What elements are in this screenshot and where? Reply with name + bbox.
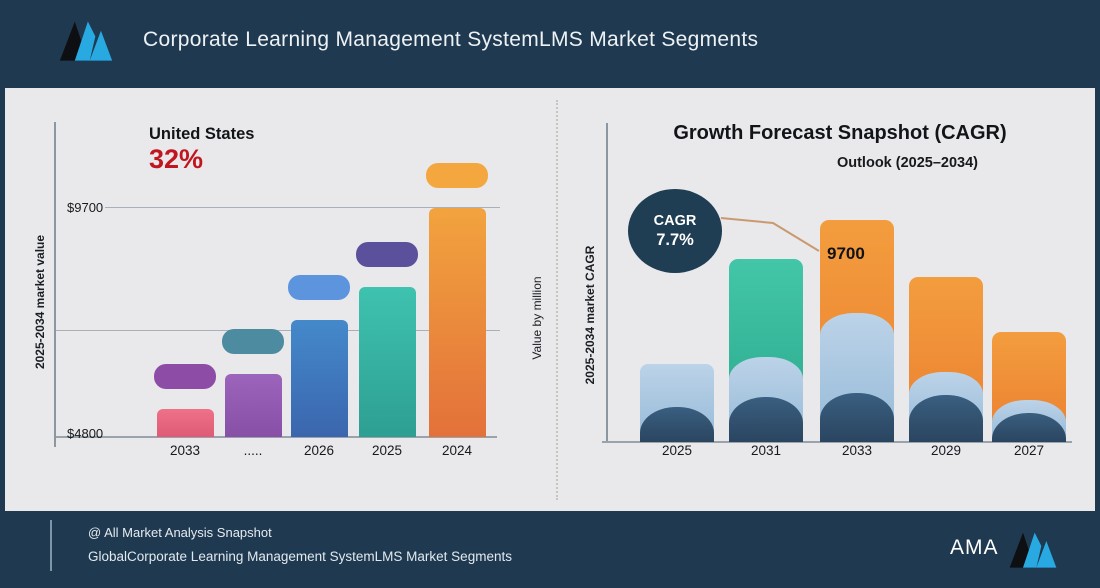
x-tick-label: 2031	[750, 443, 782, 458]
right-x-axis-line	[602, 441, 1072, 443]
bar-data-label: 9700	[827, 244, 865, 263]
left-y-tick-4800: $4800	[67, 426, 104, 441]
panel-divider	[556, 100, 558, 500]
bar-2033	[156, 409, 214, 437]
bar-cap-.....	[222, 329, 284, 354]
footer-brand-text: AMA	[950, 536, 999, 559]
bar-base-2031	[729, 397, 803, 442]
right-y-axis-label: 2025-2034 market CAGR	[583, 245, 597, 385]
x-tick-label: 2033	[169, 443, 201, 458]
left-y-axis-line	[54, 122, 56, 447]
left-gridline-top	[105, 207, 500, 208]
bar-2024	[428, 208, 486, 437]
footer-credit: @ All Market Analysis Snapshot	[88, 525, 272, 540]
right-chart-subtitle: Outlook (2025–2034)	[836, 155, 979, 171]
ama-logo-icon	[1009, 532, 1057, 568]
bar-2026	[290, 320, 348, 437]
x-tick-label: 2026	[303, 443, 335, 458]
footer-divider	[50, 520, 52, 571]
cagr-badge-label: CAGR	[653, 212, 697, 229]
x-tick-label: 2025	[661, 443, 693, 458]
x-tick-label: 2033	[841, 443, 873, 458]
x-tick-label: 2029	[930, 443, 962, 458]
left-chart-annotation: 32%	[149, 144, 204, 174]
bar-cap-2026	[288, 275, 350, 300]
cagr-badge: CAGR 7.7%	[628, 189, 722, 273]
x-tick-label: 2027	[1013, 443, 1045, 458]
bar-2025	[358, 287, 416, 437]
cagr-connector-line	[720, 217, 820, 252]
bar-.....	[224, 374, 282, 437]
header-bar: Corporate Learning Management SystemLMS …	[0, 0, 1100, 88]
left-y-tick-9700: $9700	[67, 200, 104, 215]
ama-logo-icon	[59, 21, 113, 61]
chart-canvas: $9700 $4800 United States 32% 2025-2034 …	[5, 88, 1095, 511]
page-title: Corporate Learning Management SystemLMS …	[143, 28, 759, 51]
bar-base-2025	[640, 407, 714, 442]
bar-cap-2025	[356, 242, 418, 267]
left-secondary-axis-label: Value by million	[530, 276, 544, 360]
right-chart-title: Growth Forecast Snapshot (CAGR)	[673, 122, 1007, 144]
x-tick-label: 2025	[371, 443, 403, 458]
left-y-axis-label: 2025-2034 market value	[33, 234, 47, 370]
left-chart-title: United States	[149, 125, 255, 143]
left-x-axis-line	[56, 436, 497, 438]
x-tick-label: 2024	[441, 443, 473, 458]
bar-base-2029	[909, 395, 983, 442]
bar-base-2033	[820, 393, 894, 442]
right-y-axis-line	[606, 123, 608, 441]
cagr-badge-value: 7.7%	[656, 230, 694, 249]
bar-cap-2024	[426, 163, 488, 188]
footer-bar: @ All Market Analysis Snapshot GlobalCor…	[0, 511, 1100, 588]
footer-report-title: GlobalCorporate Learning Management Syst…	[88, 549, 512, 564]
bar-cap-2033	[154, 364, 216, 389]
x-tick-label: .....	[243, 443, 263, 458]
